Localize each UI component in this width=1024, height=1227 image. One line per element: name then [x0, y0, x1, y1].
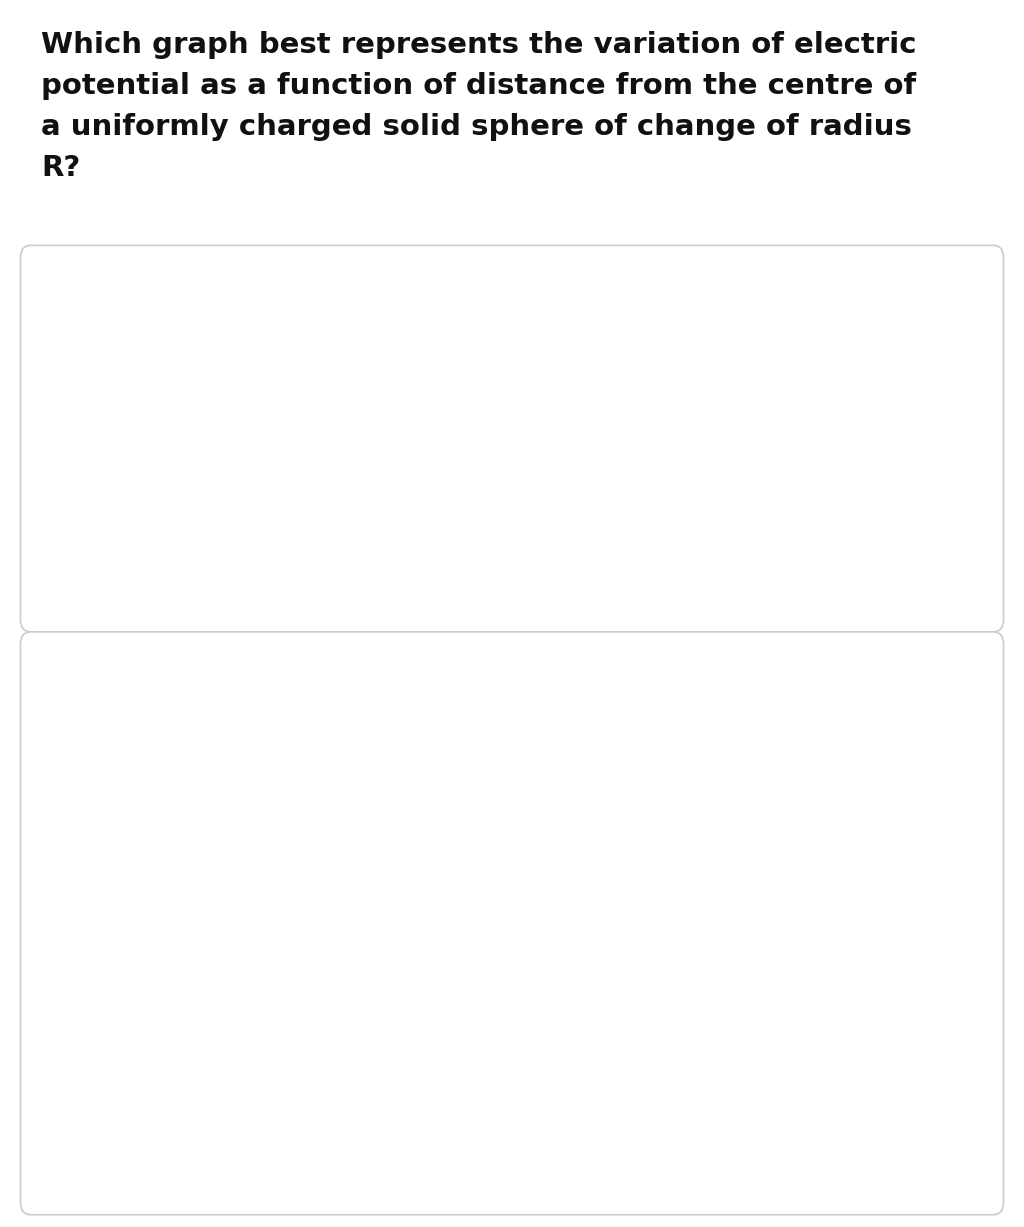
- Text: Which graph best represents the variation of electric
potential as a function of: Which graph best represents the variatio…: [41, 31, 916, 183]
- Text: V: V: [158, 280, 173, 298]
- Text: A: A: [54, 276, 69, 294]
- Text: r: r: [733, 1124, 741, 1142]
- Text: R: R: [372, 1131, 386, 1150]
- Text: V: V: [133, 726, 148, 746]
- Text: r: r: [709, 587, 717, 606]
- Text: R: R: [377, 593, 391, 611]
- Text: B: B: [54, 681, 69, 699]
